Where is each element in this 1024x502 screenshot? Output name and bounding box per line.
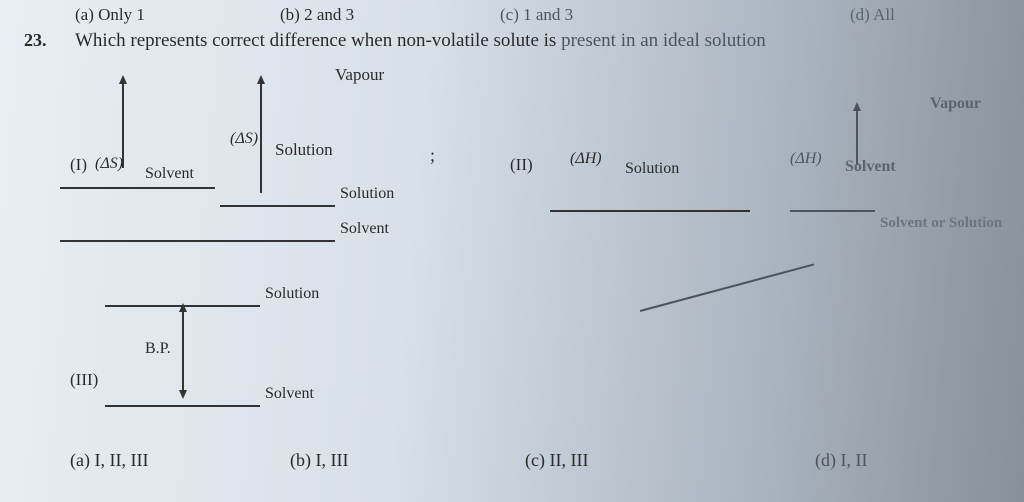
diagram1-deltaS2: (ΔS) [230, 130, 258, 148]
page-content: (a) Only 1 (b) 2 and 3 (c) 1 and 3 (d) A… [0, 0, 1024, 502]
diagram1-solvent2: Solvent [340, 220, 389, 238]
diagram3-label: (III) [70, 370, 98, 390]
diagram-line [105, 405, 260, 407]
diagram-line [60, 187, 215, 189]
question-text-part1: Which represents correct difference when… [75, 30, 561, 51]
option-d: (d) I, II [815, 450, 867, 471]
diagram1-label: (I) [70, 155, 87, 175]
diagram1-solution2: Solution [340, 185, 394, 203]
option-c: (c) II, III [525, 450, 588, 471]
question-text: Which represents correct difference when… [75, 30, 766, 52]
diagram2-solution: Solution [625, 160, 679, 178]
diagram-arrow [856, 110, 858, 165]
question-text-part2: present in an ideal solution [561, 30, 766, 51]
diagram-separator: ; [430, 145, 435, 166]
diagram2-deltaH2: (ΔH) [790, 150, 822, 168]
option-b: (b) I, III [290, 450, 348, 471]
diagram-line [790, 210, 875, 212]
diagram-arrow [260, 83, 262, 193]
diagram1-solvent1: Solvent [145, 165, 194, 183]
diagram1-vapour: Vapour [335, 65, 384, 85]
diagram2-solvent: Solvent [845, 158, 896, 176]
diagram-line [550, 210, 750, 212]
diagram2-solvent-or-solution: Solvent or Solution [880, 215, 1002, 232]
diagram1-solution1: Solution [275, 140, 333, 160]
diagram-arrow [182, 311, 184, 391]
arrow-icon [179, 390, 187, 399]
diagram-line [60, 240, 335, 242]
diagram2-vapour: Vapour [930, 95, 981, 113]
diagram2-label: (II) [510, 155, 533, 175]
stray-line [640, 263, 814, 311]
diagram3-bp: B.P. [145, 340, 171, 358]
diagram3-solution: Solution [265, 285, 319, 303]
diagram3-solvent: Solvent [265, 385, 314, 403]
prev-opt-d: (d) All [850, 5, 895, 25]
option-a: (a) I, II, III [70, 450, 148, 471]
prev-opt-a: (a) Only 1 [75, 5, 145, 25]
diagram2-deltaH1: (ΔH) [570, 150, 602, 168]
question-number: 23. [24, 30, 47, 51]
diagram1-deltaS1: (ΔS) [95, 155, 123, 173]
prev-opt-c: (c) 1 and 3 [500, 5, 573, 25]
prev-opt-b: (b) 2 and 3 [280, 5, 354, 25]
diagram-line [220, 205, 335, 207]
